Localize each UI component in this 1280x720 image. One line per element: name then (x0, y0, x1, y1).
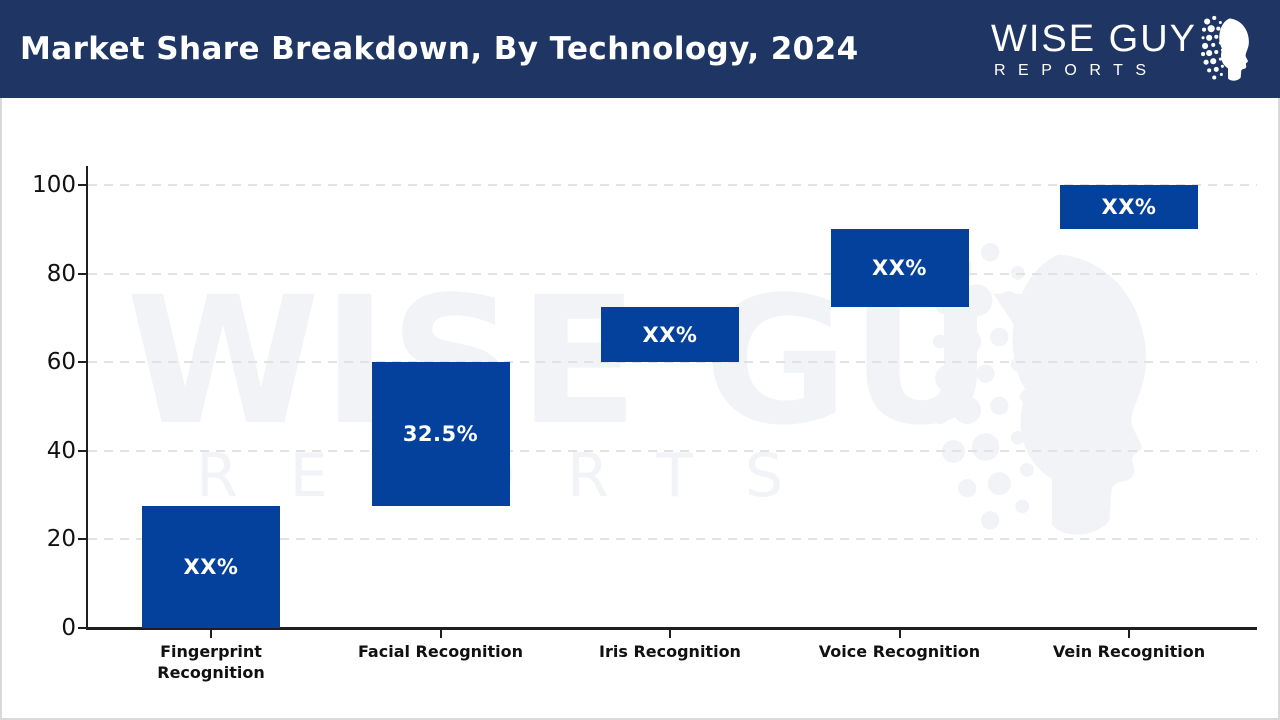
y-tick-0 (78, 627, 86, 629)
x-tick-facial-recognition (439, 630, 442, 638)
dotted-head-icon (1201, 15, 1249, 81)
bar-value-label: XX% (183, 555, 239, 580)
bar-value-label: XX% (1101, 195, 1157, 220)
bar-facial-recognition: 32.5% (371, 362, 510, 507)
bar-fingerprint-recognition: XX% (142, 506, 280, 628)
y-tick-label-0: 0 (61, 615, 76, 641)
x-axis-label-line: Voice Recognition (818, 642, 981, 661)
x-tick-vein-recognition (1128, 630, 1130, 638)
y-axis (86, 166, 88, 630)
x-axis-label-line: Fingerprint (160, 642, 262, 661)
x-tick-fingerprint-recognition (210, 630, 212, 638)
x-axis-label-iris-recognition: Iris Recognition (555, 641, 785, 662)
y-tick-20 (78, 538, 86, 541)
x-axis-label-line: Iris Recognition (599, 642, 741, 661)
bar-value-label: 32.5% (402, 422, 479, 447)
gridline-100 (88, 184, 1257, 186)
x-tick-iris-recognition (669, 630, 671, 638)
logo-text: WISE GUY REPORTS (991, 20, 1197, 79)
header-bar: Market Share Breakdown, By Technology, 2… (0, 0, 1280, 98)
logo-wordmark: WISE GUY (990, 17, 1197, 60)
wise-guy-reports-logo: WISE GUY REPORTS (991, 13, 1256, 85)
x-axis-label-line: Vein Recognition (1052, 642, 1206, 661)
bar-value-label: XX% (872, 256, 927, 281)
bar-value-label: XX% (642, 322, 698, 347)
x-axis-label-vein-recognition: Vein Recognition (1014, 641, 1244, 662)
chart-title: Market Share Breakdown, By Technology, 2… (20, 31, 859, 67)
y-tick-label-100: 100 (32, 172, 76, 198)
x-axis (86, 627, 1257, 630)
x-axis-label-fingerprint-recognition: Fingerprint Recognition (96, 641, 326, 683)
y-tick-label-20: 20 (46, 526, 76, 553)
y-tick-40 (78, 449, 86, 452)
x-axis-label-facial-recognition: Facial Recognition (326, 641, 556, 662)
y-tick-60 (78, 361, 86, 364)
x-tick-voice-recognition (898, 630, 901, 638)
x-axis-label-voice-recognition: Voice Recognition (785, 641, 1015, 662)
bar-vein-recognition: XX% (1060, 185, 1198, 230)
gridline-80 (88, 272, 1257, 275)
y-tick-80 (78, 272, 86, 275)
x-axis-label-line: Recognition (157, 663, 265, 683)
x-axis-label-line: Facial Recognition (357, 642, 524, 661)
y-tick-label-60: 60 (46, 349, 76, 376)
y-tick-label-40: 40 (46, 437, 76, 464)
y-tick-100 (78, 184, 86, 186)
gridline-60 (88, 361, 1257, 364)
bar-iris-recognition: XX% (601, 306, 739, 363)
bar-voice-recognition: XX% (830, 229, 969, 307)
gridline-20 (88, 538, 1257, 541)
gridline-40 (88, 449, 1257, 452)
logo-subtext: REPORTS (993, 61, 1159, 79)
y-tick-label-80: 80 (46, 260, 76, 287)
